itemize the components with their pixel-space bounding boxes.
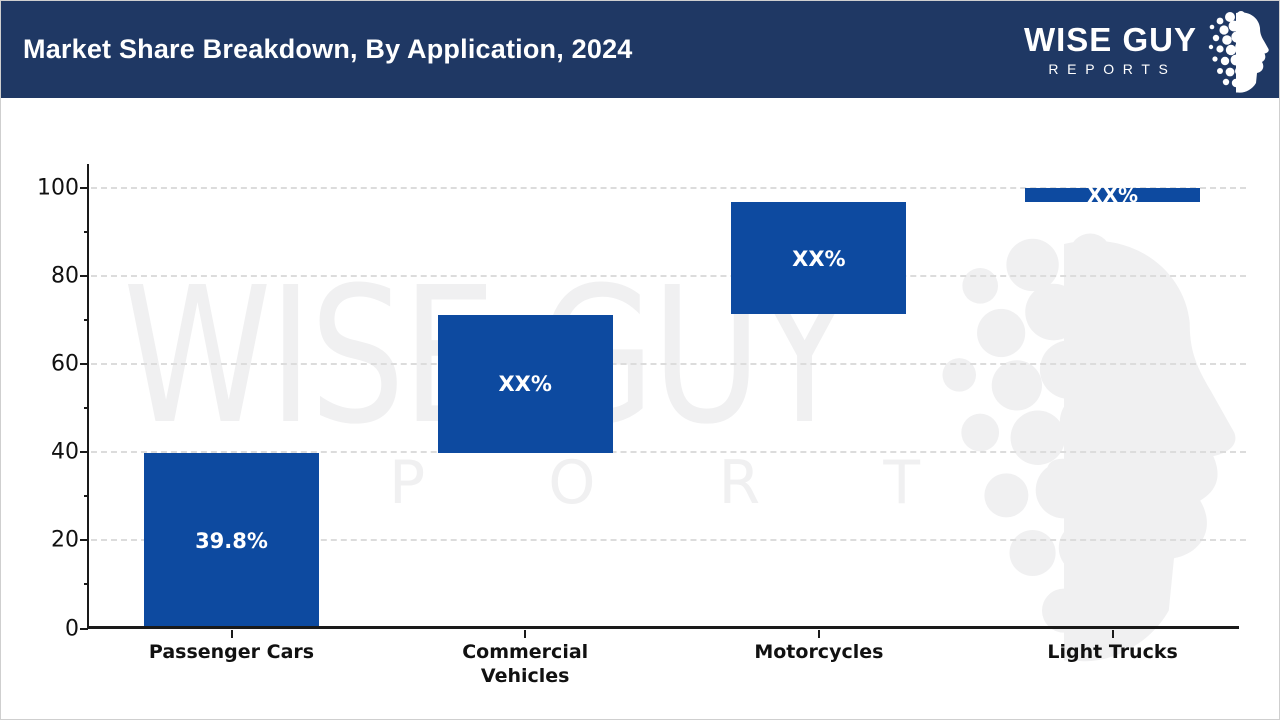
y-tick-label-40: 40: [51, 439, 79, 465]
y-minor-tick-70: [84, 318, 88, 321]
y-tick-label-20: 20: [51, 527, 79, 553]
header-bar: Market Share Breakdown, By Application, …: [1, 1, 1279, 98]
bar-label-3: XX%: [1087, 182, 1139, 207]
bar-motorcycles: [731, 202, 907, 315]
y-tick-20: [80, 539, 88, 542]
gridline-60: [91, 362, 1246, 365]
gridline-40: [91, 451, 1246, 454]
x-category-label-1: Commercial Vehicles: [462, 641, 589, 687]
y-axis-line: [87, 164, 89, 629]
y-minor-tick-30: [84, 495, 88, 498]
x-axis-line: [87, 626, 1239, 629]
gridline-80: [91, 274, 1246, 277]
bar-label-1: XX%: [498, 371, 552, 396]
bar-commercial-vehicles: [437, 314, 613, 453]
bar-passenger-cars: [144, 452, 319, 629]
watermark-ports-text: P O R T S: [389, 448, 1134, 518]
y-minor-tick-50: [84, 407, 88, 409]
x-tick-1: [524, 630, 527, 638]
logo-text: WISE GUY REPORTS: [1024, 21, 1197, 77]
bar-label-2: XX%: [792, 246, 846, 271]
y-tick-label-60: 60: [51, 351, 79, 377]
logo-wiseguy-text: WISE GUY: [1023, 21, 1197, 58]
y-tick-0: [80, 627, 88, 630]
x-category-label-0: Passenger Cars: [148, 641, 315, 663]
head-profile-dots-icon: [1208, 11, 1269, 93]
bar-light-trucks: [1025, 187, 1201, 203]
watermark-head-profile-icon: [942, 233, 1236, 662]
y-tick-label-100: 100: [37, 175, 79, 200]
x-tick-3: [1111, 630, 1114, 638]
x-tick-0: [230, 630, 233, 638]
logo-reports-text: REPORTS: [1048, 61, 1177, 77]
x-category-label-2: Motorcycles: [754, 641, 884, 663]
y-tick-label-80: 80: [51, 263, 79, 289]
wiseguy-logo: WISE GUY REPORTS: [1019, 7, 1269, 93]
chart-title: Market Share Breakdown, By Application, …: [23, 34, 633, 64]
x-category-label-3: Light Trucks: [1047, 641, 1178, 663]
y-tick-label-0: 0: [65, 616, 79, 641]
bar-label-0: 39.8%: [195, 528, 268, 553]
y-tick-60: [80, 362, 88, 365]
y-tick-40: [80, 451, 88, 454]
y-minor-tick-10: [84, 583, 88, 586]
y-minor-tick-90: [84, 230, 88, 233]
gridline-100: [91, 186, 1246, 189]
y-tick-80: [80, 274, 88, 277]
y-tick-100: [80, 186, 88, 189]
gridline-20: [91, 539, 1246, 542]
x-tick-2: [817, 630, 820, 638]
